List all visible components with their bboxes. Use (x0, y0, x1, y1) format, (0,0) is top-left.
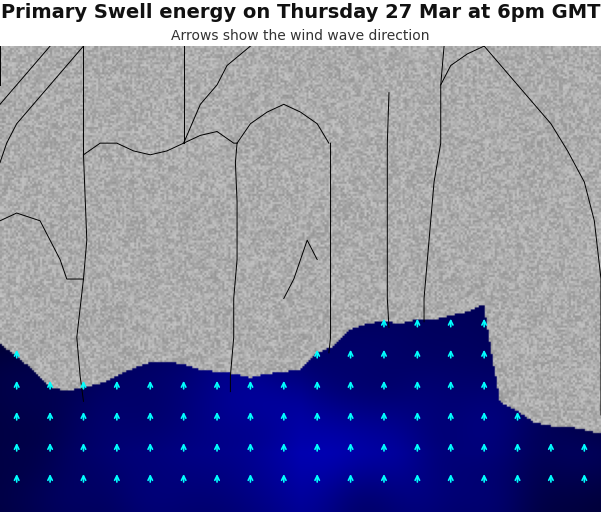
Text: Primary Swell energy on Thursday 27 Mar at 6pm GMT: Primary Swell energy on Thursday 27 Mar … (1, 4, 600, 23)
Text: Arrows show the wind wave direction: Arrows show the wind wave direction (171, 29, 430, 43)
